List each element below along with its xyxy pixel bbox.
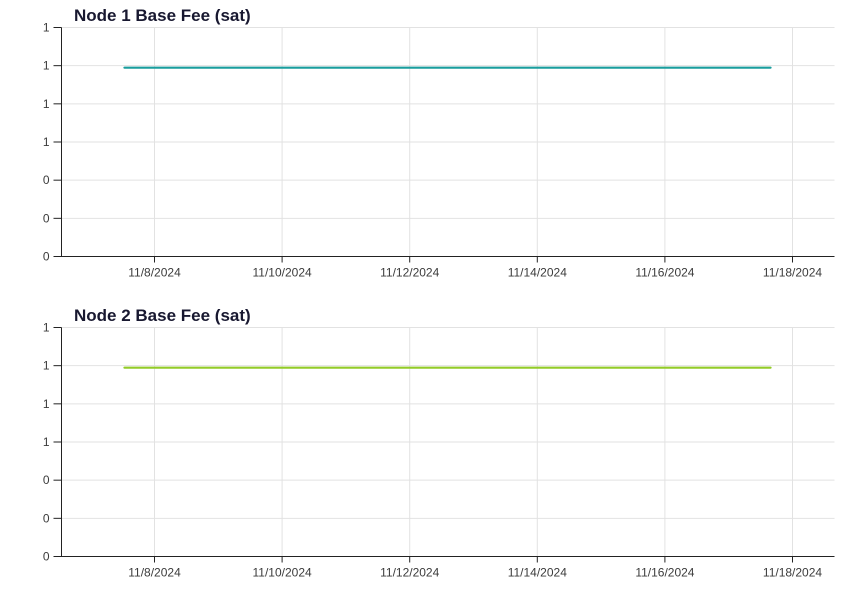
svg-text:1: 1	[43, 321, 50, 335]
svg-text:11/8/2024: 11/8/2024	[128, 266, 181, 280]
svg-text:11/10/2024: 11/10/2024	[253, 266, 312, 280]
svg-text:1: 1	[43, 59, 50, 73]
svg-text:0: 0	[43, 250, 50, 264]
svg-text:11/10/2024: 11/10/2024	[253, 566, 312, 580]
svg-text:0: 0	[43, 473, 50, 487]
svg-text:11/18/2024: 11/18/2024	[763, 566, 822, 580]
svg-text:0: 0	[43, 511, 50, 525]
svg-text:0: 0	[43, 173, 50, 187]
svg-text:1: 1	[43, 359, 50, 373]
svg-text:11/14/2024: 11/14/2024	[508, 566, 567, 580]
svg-text:1: 1	[43, 97, 50, 111]
svg-text:11/12/2024: 11/12/2024	[380, 566, 439, 580]
svg-text:1: 1	[43, 21, 50, 35]
svg-text:11/16/2024: 11/16/2024	[635, 566, 694, 580]
svg-text:11/16/2024: 11/16/2024	[635, 266, 694, 280]
svg-text:11/8/2024: 11/8/2024	[128, 566, 181, 580]
svg-text:1: 1	[43, 135, 50, 149]
svg-text:11/14/2024: 11/14/2024	[508, 266, 567, 280]
svg-text:0: 0	[43, 211, 50, 225]
svg-text:1: 1	[43, 397, 50, 411]
svg-text:11/12/2024: 11/12/2024	[380, 266, 439, 280]
svg-text:11/18/2024: 11/18/2024	[763, 266, 822, 280]
svg-text:1: 1	[43, 435, 50, 449]
svg-text:0: 0	[43, 550, 50, 564]
